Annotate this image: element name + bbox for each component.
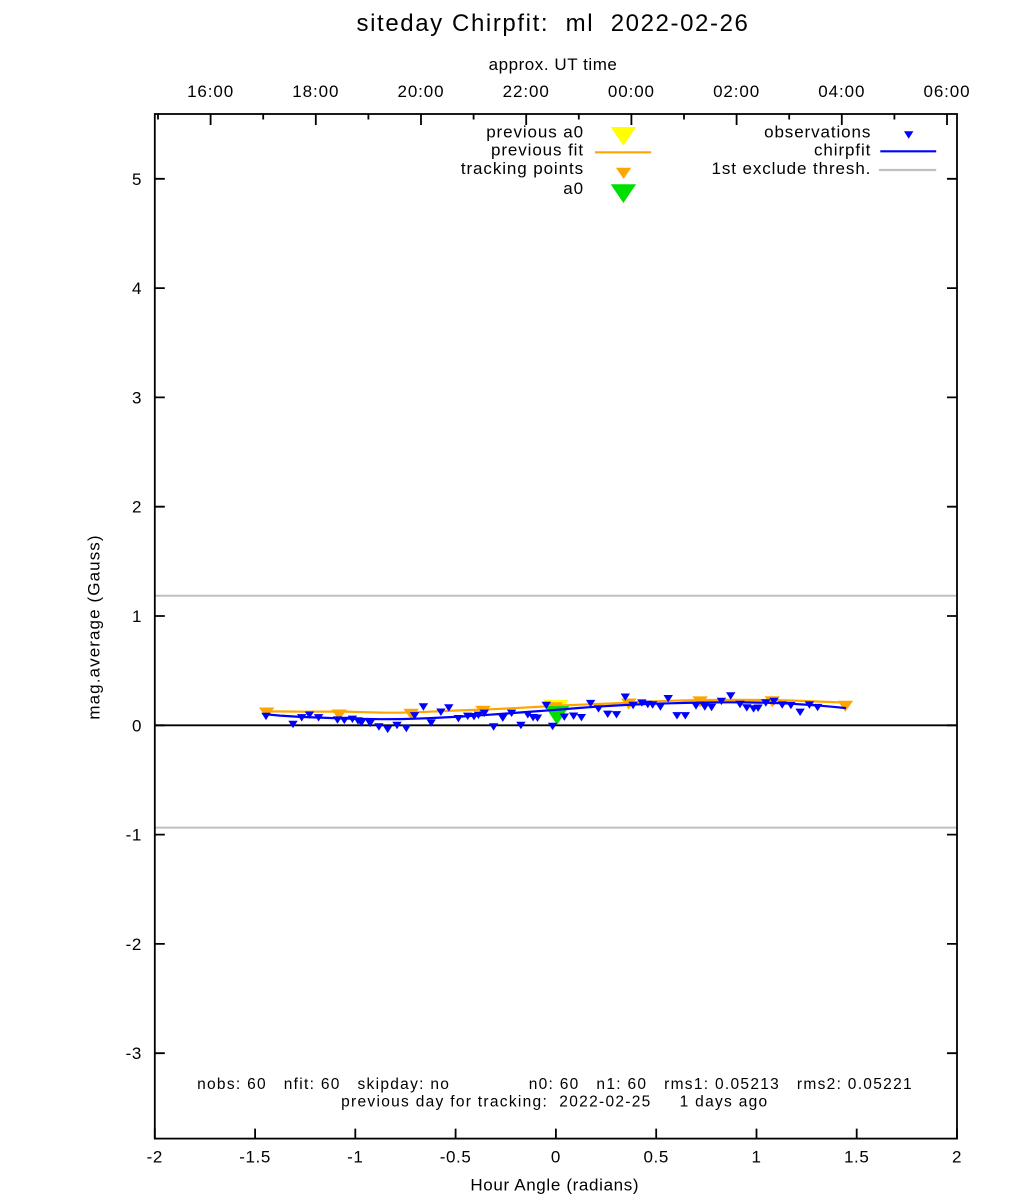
svg-text:0.5: 0.5 [643,1148,668,1167]
svg-text:-0.5: -0.5 [440,1148,472,1167]
svg-text:nobs: 60 nfit: 60 skipday:: nobs: 60 nfit: 60 skipday: no n0: 60 n1:… [197,1076,913,1093]
svg-text:-1: -1 [347,1148,363,1167]
svg-text:previous day for tracking: 20: previous day for tracking: 2022-02-25 1 … [341,1094,768,1111]
svg-text:22:00: 22:00 [503,82,550,101]
svg-text:16:00: 16:00 [187,82,234,101]
svg-text:-1.5: -1.5 [239,1148,271,1167]
svg-text:3: 3 [132,388,142,407]
svg-text:-2: -2 [147,1148,163,1167]
svg-text:chirpfit: chirpfit [814,140,871,159]
svg-text:20:00: 20:00 [397,82,444,101]
svg-text:0: 0 [551,1148,561,1167]
svg-text:0: 0 [132,716,142,735]
svg-text:1: 1 [132,607,142,626]
svg-text:18:00: 18:00 [292,82,339,101]
svg-text:1.5: 1.5 [844,1148,869,1167]
svg-text:mag.average (Gauss): mag.average (Gauss) [85,534,104,719]
svg-text:06:00: 06:00 [923,82,970,101]
svg-text:04:00: 04:00 [818,82,865,101]
svg-text:1st exclude thresh.: 1st exclude thresh. [712,159,872,178]
svg-text:-1: -1 [126,826,142,845]
svg-text:1: 1 [751,1148,761,1167]
svg-text:tracking points: tracking points [461,159,584,178]
svg-text:2: 2 [132,498,142,517]
svg-text:02:00: 02:00 [713,82,760,101]
svg-text:a0: a0 [563,179,584,198]
svg-text:Hour Angle (radians): Hour Angle (radians) [470,1176,639,1195]
svg-text:previous a0: previous a0 [486,123,584,142]
svg-text:observations: observations [764,122,871,141]
svg-text:siteday Chirpfit: ml 2022-02: siteday Chirpfit: ml 2022-02-26 [357,10,750,37]
svg-text:5: 5 [132,170,142,189]
svg-text:2: 2 [952,1148,962,1167]
svg-text:previous fit: previous fit [491,140,584,159]
svg-text:-2: -2 [126,935,142,954]
svg-text:4: 4 [132,279,142,298]
svg-text:approx. UT time: approx. UT time [489,55,618,74]
svg-text:00:00: 00:00 [608,82,655,101]
svg-text:-3: -3 [126,1044,142,1063]
